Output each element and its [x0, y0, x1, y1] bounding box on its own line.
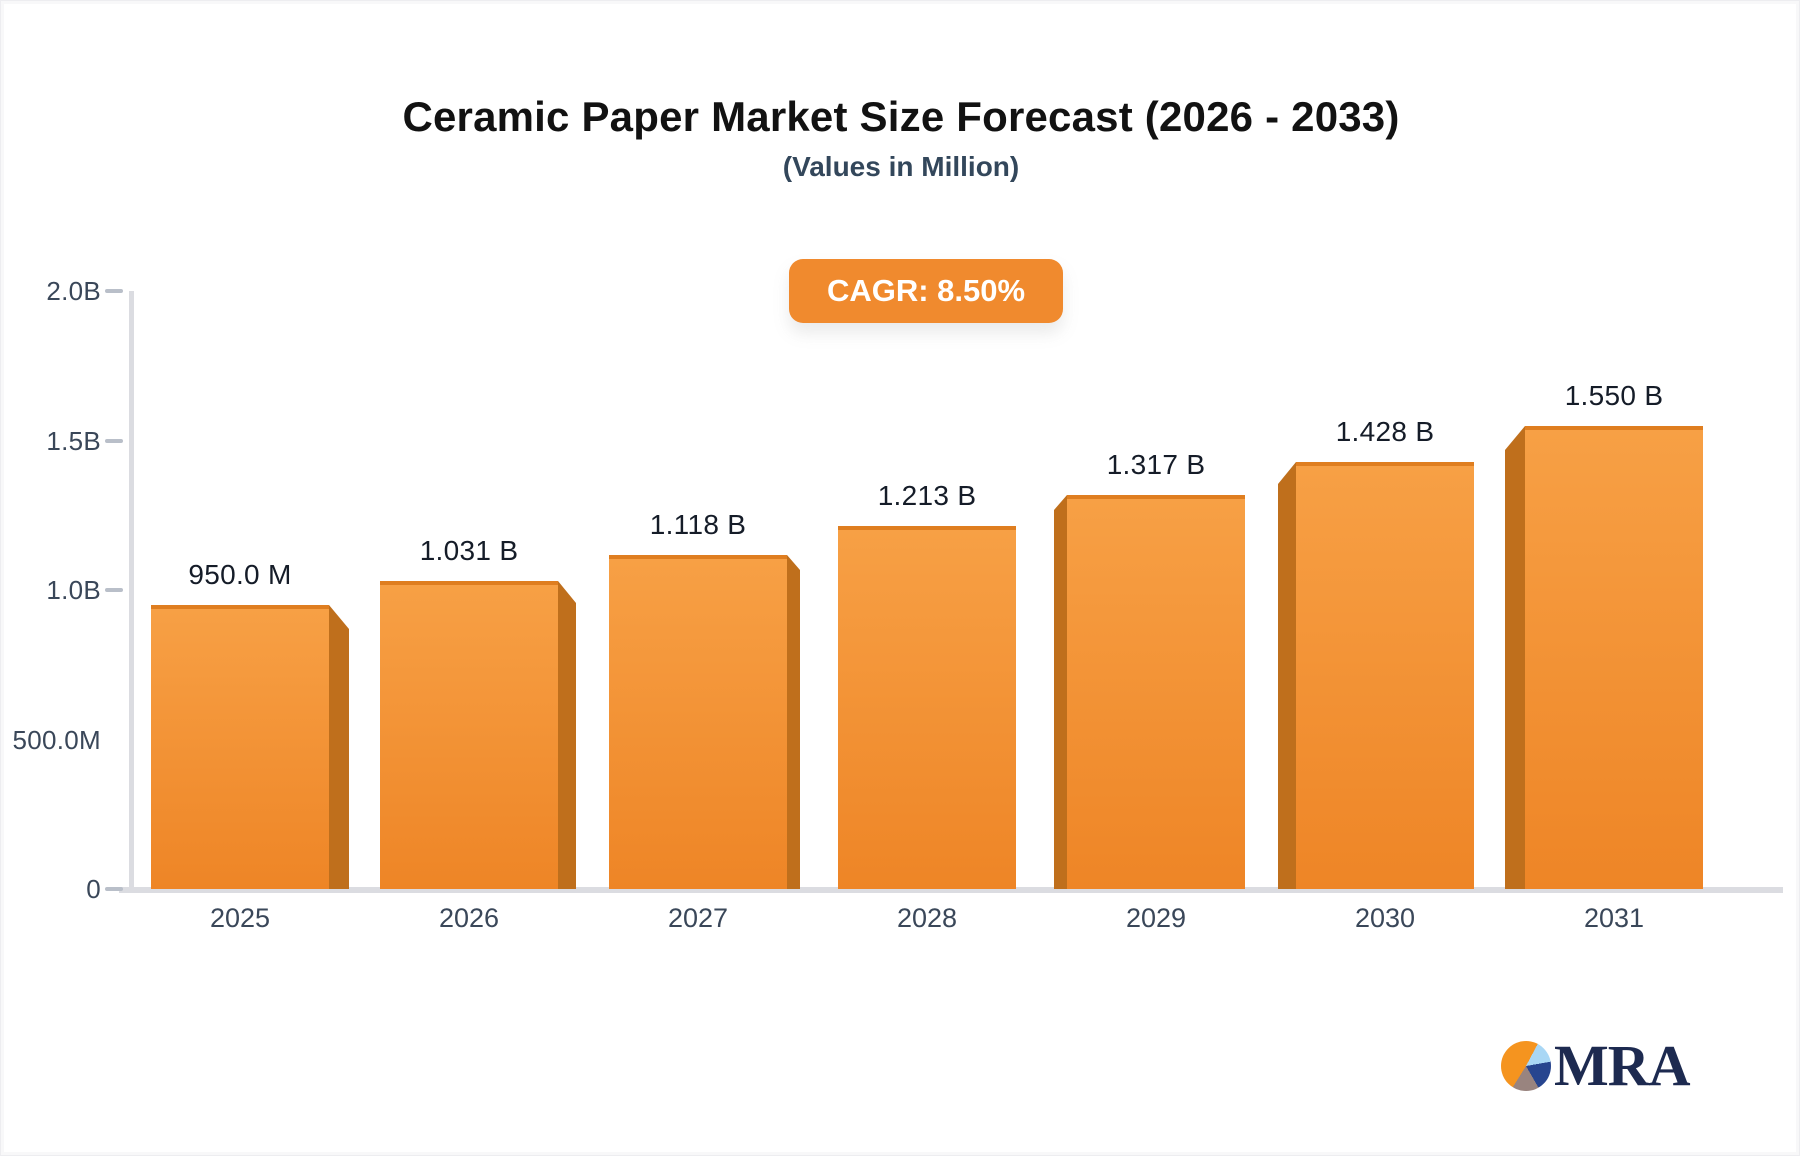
x-axis-label: 2031: [1583, 903, 1645, 933]
bar-value-label: 1.031 B: [419, 535, 519, 566]
y-axis-tick: [105, 438, 123, 443]
bar-face: [151, 605, 329, 889]
x-axis-label: 2030: [1354, 903, 1416, 933]
bar-value-label: 1.550 B: [1564, 380, 1664, 411]
bar-value-label: 1.317 B: [1106, 449, 1206, 480]
bar-face: [838, 526, 1016, 889]
bar-side: [1505, 426, 1525, 889]
bar-face: [380, 581, 558, 889]
bar-side: [787, 555, 800, 889]
bar-face: [1296, 462, 1474, 889]
y-axis-label: 0: [86, 874, 101, 904]
y-axis-label: 1.5B: [46, 425, 101, 456]
x-axis-label: 2026: [438, 903, 500, 933]
y-axis-line: [129, 291, 134, 889]
x-axis-label: 2028: [896, 903, 958, 933]
y-axis-tick: [105, 887, 123, 891]
bar-value-label: 950.0 M: [188, 559, 292, 590]
x-axis-baseline: [119, 887, 1783, 893]
bar-side: [1278, 462, 1296, 889]
x-axis-label: 2027: [667, 903, 729, 933]
brand-logo-text: MRA: [1554, 1033, 1691, 1098]
pie-chart-logo-icon: [1501, 1041, 1551, 1091]
cagr-badge: CAGR: 8.50%: [789, 259, 1063, 323]
bar-value-label: 1.213 B: [877, 480, 977, 511]
bar-face: [609, 555, 787, 889]
y-axis-label: 2.0B: [46, 276, 101, 306]
bar-face: [1525, 426, 1703, 889]
chart-subtitle: (Values in Million): [782, 151, 1020, 182]
y-axis-label: 1.0B: [46, 575, 101, 605]
y-axis-label: 500.0M: [12, 724, 101, 755]
chart-title: Ceramic Paper Market Size Forecast (2026…: [402, 93, 1400, 140]
brand-logo: MRA: [1501, 1033, 1691, 1098]
y-axis-tick: [105, 289, 123, 293]
bar-value-label: 1.428 B: [1335, 416, 1435, 447]
bar-value-label: 1.118 B: [649, 509, 747, 540]
bar-side: [558, 581, 576, 889]
bar-side: [1054, 495, 1067, 889]
bar-face: [1067, 495, 1245, 889]
bar-side: [329, 605, 349, 889]
x-axis-label: 2025: [209, 903, 271, 933]
x-axis-label: 2029: [1125, 903, 1187, 933]
y-axis-tick: [105, 588, 123, 592]
